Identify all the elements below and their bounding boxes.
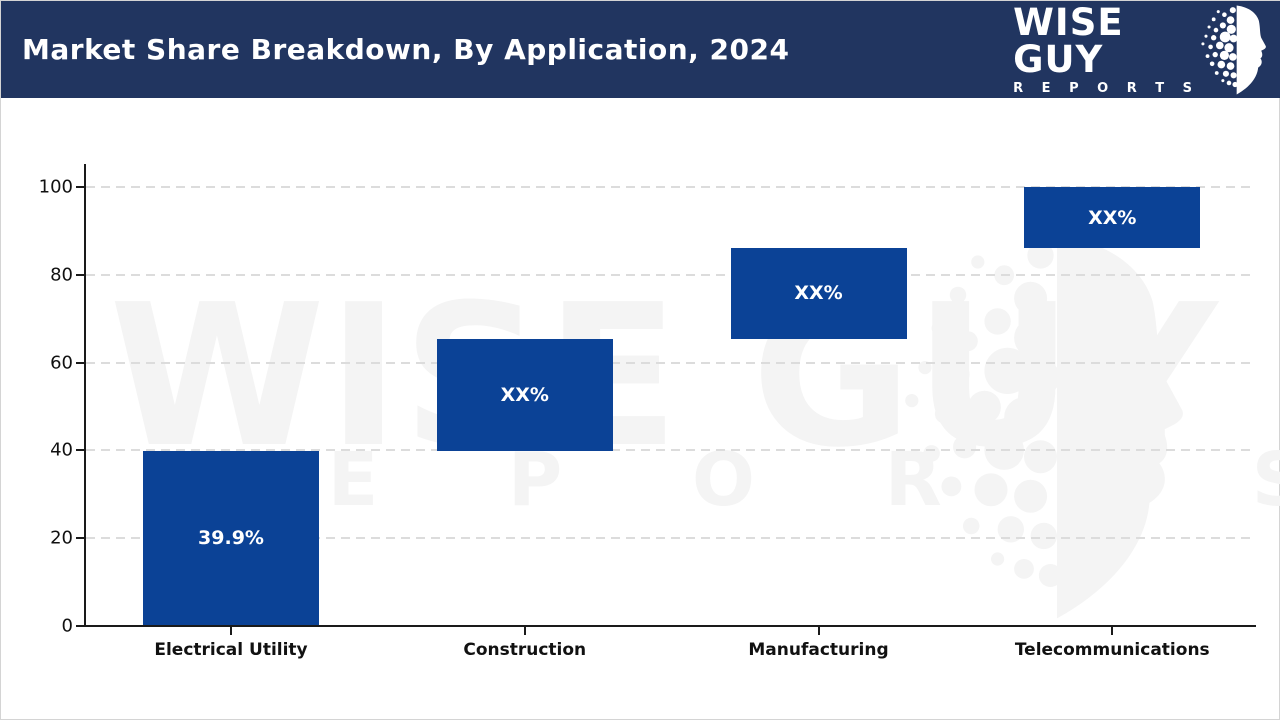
page-title: Market Share Breakdown, By Application, …	[22, 33, 790, 66]
y-tick-label: 100	[38, 176, 73, 198]
dotted-head-icon	[1201, 5, 1266, 95]
watermark-dotted-head-icon	[905, 235, 1183, 619]
y-tick-label: 60	[50, 352, 73, 374]
x-tick-mark	[1111, 627, 1114, 635]
y-tick-label: 20	[50, 527, 73, 549]
bar-value-label: XX%	[500, 383, 549, 406]
y-axis-spine	[84, 164, 86, 627]
gridline	[86, 449, 1253, 452]
bar-value-label: XX%	[794, 282, 843, 305]
bar: XX%	[1024, 187, 1201, 249]
bar: XX%	[436, 338, 613, 451]
wise-guy-reports-logo: WISE GUY R E P O R T S	[1013, 4, 1273, 96]
y-tick-label: 40	[50, 439, 73, 461]
y-tick-mark	[76, 625, 85, 627]
y-tick-mark	[76, 186, 85, 188]
y-tick-mark	[76, 273, 85, 276]
bar: XX%	[730, 248, 907, 339]
y-tick-label: 80	[50, 264, 73, 286]
x-category-label: Electrical Utility	[154, 640, 308, 660]
y-tick-mark	[76, 361, 85, 364]
x-tick-mark	[230, 627, 232, 635]
y-tick-mark	[76, 537, 85, 540]
logo-subtitle: R E P O R T S	[1013, 81, 1199, 96]
header-bar: Market Share Breakdown, By Application, …	[1, 1, 1280, 98]
gridline	[86, 273, 1253, 276]
logo-wordmark: WISE GUY	[1013, 1, 1124, 81]
gridline	[86, 361, 1253, 364]
y-tick-label: 0	[61, 615, 73, 637]
bar-value-label: 39.9%	[198, 527, 264, 550]
y-tick-mark	[76, 449, 85, 452]
gridline	[86, 537, 1253, 540]
x-category-label: Telecommunications	[1014, 640, 1210, 660]
x-tick-mark	[523, 627, 526, 635]
bar: 39.9%	[143, 450, 319, 626]
x-axis-spine	[84, 625, 1256, 627]
x-tick-mark	[817, 627, 820, 635]
x-category-label: Manufacturing	[748, 640, 889, 660]
gridline	[86, 186, 1253, 188]
logo-text: WISE GUY R E P O R T S	[1013, 4, 1199, 96]
bar-value-label: XX%	[1088, 206, 1137, 229]
x-category-label: Construction	[463, 640, 587, 660]
